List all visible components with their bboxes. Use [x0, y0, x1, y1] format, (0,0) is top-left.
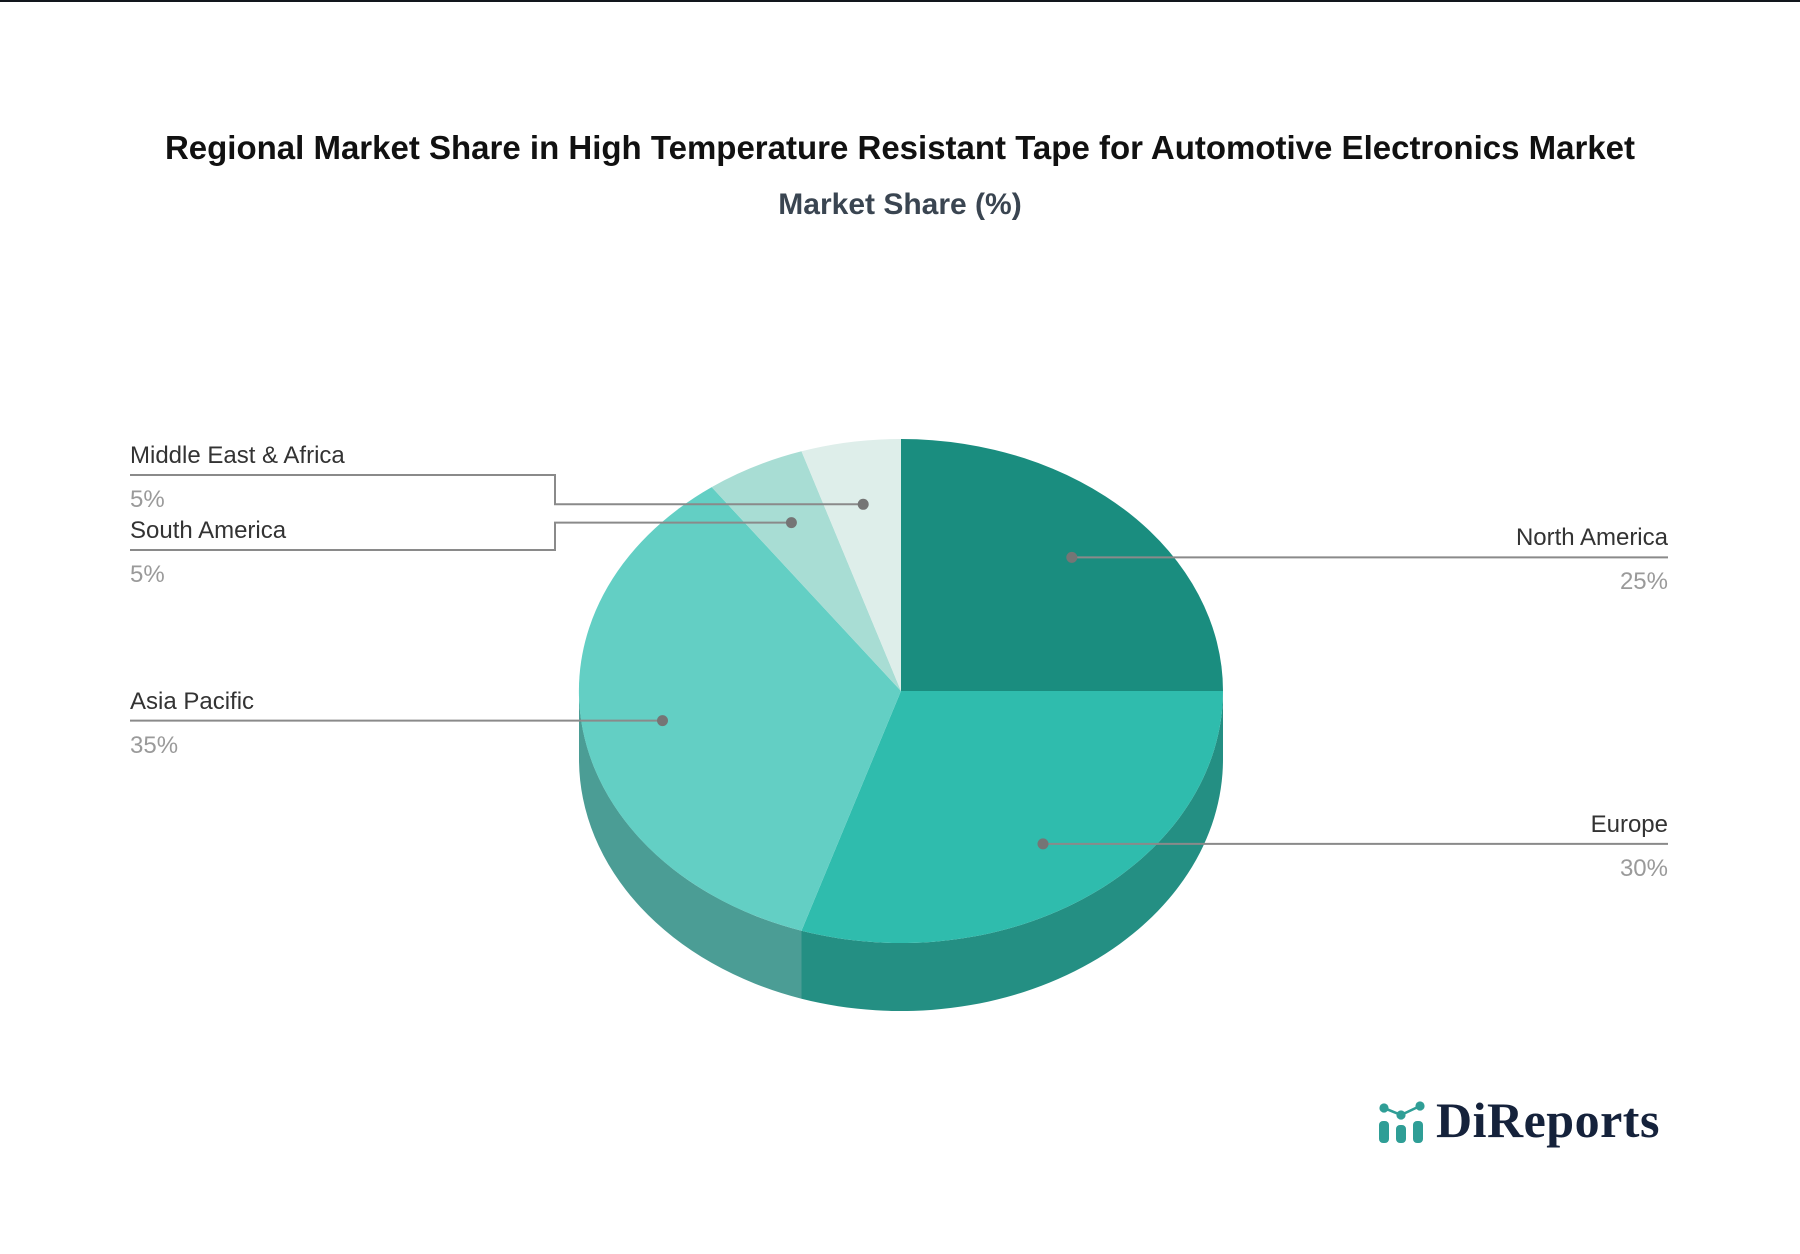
direports-logo: DiReports	[1374, 1095, 1660, 1145]
pie-slice-europe[interactable]	[801, 691, 1224, 944]
pie-label-middle-east-africa: Middle East & Africa 5%	[130, 440, 345, 514]
pie-slice-side-europe	[801, 691, 1223, 1012]
pie-label-value: 5%	[130, 486, 165, 513]
leader-dot-north-america	[1066, 551, 1078, 563]
chart-header: Regional Market Share in High Temperatur…	[0, 120, 1800, 222]
pie-label-value: 25%	[1619, 568, 1668, 595]
pie-label-name: Middle East & Africa	[130, 442, 345, 469]
pie-label-value: 30%	[1619, 855, 1668, 882]
pie-label-europe: Europe 30%	[1591, 809, 1668, 883]
chart-subtitle: Market Share (%)	[778, 188, 1022, 221]
pie-slice-south-america[interactable]	[711, 451, 901, 691]
pie-label-name: North America	[1515, 524, 1668, 551]
pie-label-south-america: South America 5%	[130, 515, 286, 589]
leader-line-south-america	[130, 521, 792, 551]
pie-slice-side-asia-pacific	[579, 691, 802, 999]
leader-dot-south-america	[785, 517, 797, 529]
leader-dot-asia-pacific	[657, 715, 668, 727]
pie-label-value: 35%	[130, 732, 179, 759]
direports-logo-icon	[1379, 1101, 1425, 1143]
pie-slice-north-america[interactable]	[901, 439, 1223, 691]
pie-label-value: 5%	[130, 561, 165, 588]
leader-dot-europe	[1037, 838, 1049, 850]
leader-line-middle-east-africa	[130, 474, 864, 506]
pie-label-name: Europe	[1590, 811, 1668, 838]
pie-label-north-america: North America 25%	[1516, 522, 1668, 596]
leader-dot-middle-east-africa	[857, 498, 869, 510]
chart-title: Regional Market Share in High Temperatur…	[164, 129, 1636, 166]
direports-logo-text: DiReports	[1436, 1092, 1660, 1148]
pie-label-name: South America	[130, 517, 287, 544]
pie-slice-middle-east-africa[interactable]	[801, 438, 902, 691]
pie-label-name: Asia Pacific	[130, 688, 255, 715]
pie-label-asia-pacific: Asia Pacific 35%	[130, 686, 254, 760]
pie-slice-asia-pacific[interactable]	[578, 487, 901, 931]
